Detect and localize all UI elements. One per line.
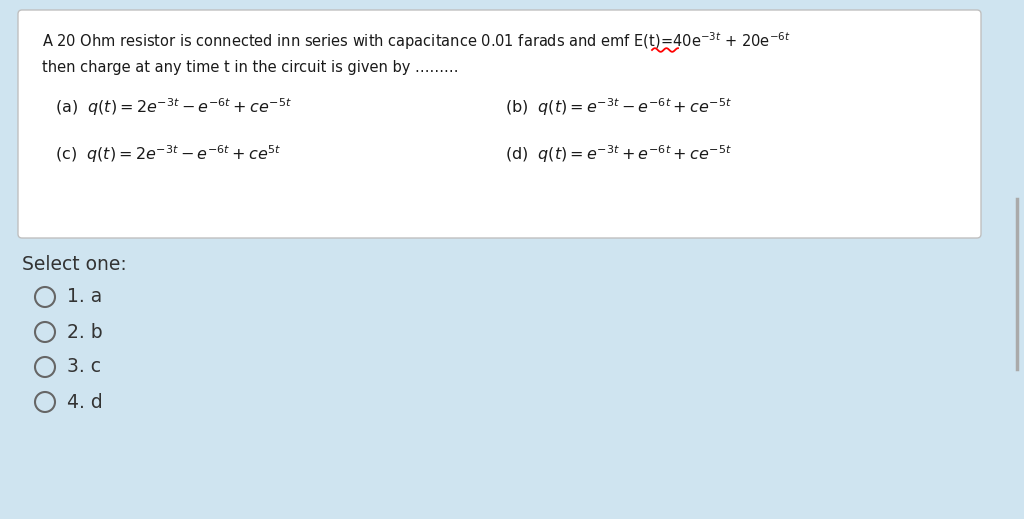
Text: (b)  $q(t) = e^{-3t} - e^{-6t} + ce^{-5t}$: (b) $q(t) = e^{-3t} - e^{-6t} + ce^{-5t}… bbox=[505, 96, 732, 118]
Text: (d)  $q(t) = e^{-3t} + e^{-6t} + ce^{-5t}$: (d) $q(t) = e^{-3t} + e^{-6t} + ce^{-5t}… bbox=[505, 143, 732, 165]
Text: 1. a: 1. a bbox=[67, 288, 102, 307]
Text: 4. d: 4. d bbox=[67, 392, 102, 412]
Text: A 20 Ohm resistor is connected inn series with capacitance 0.01 farads and emf E: A 20 Ohm resistor is connected inn serie… bbox=[42, 30, 791, 52]
Text: 3. c: 3. c bbox=[67, 358, 101, 376]
FancyBboxPatch shape bbox=[18, 10, 981, 238]
Text: Select one:: Select one: bbox=[22, 254, 127, 274]
Text: 2. b: 2. b bbox=[67, 322, 102, 342]
Text: then charge at any time t in the circuit is given by ………: then charge at any time t in the circuit… bbox=[42, 60, 459, 75]
Text: (c)  $q(t) = 2e^{-3t} - e^{-6t} + ce^{5t}$: (c) $q(t) = 2e^{-3t} - e^{-6t} + ce^{5t}… bbox=[55, 143, 282, 165]
Text: (a)  $q(t) = 2e^{-3t} - e^{-6t} + ce^{-5t}$: (a) $q(t) = 2e^{-3t} - e^{-6t} + ce^{-5t… bbox=[55, 96, 292, 118]
